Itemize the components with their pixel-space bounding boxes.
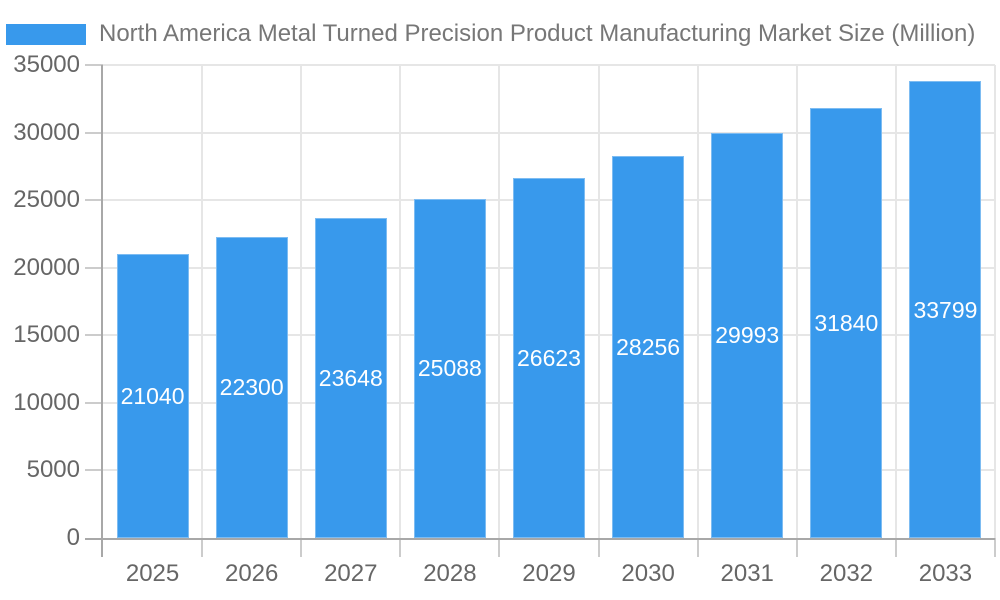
x-tick xyxy=(795,538,798,557)
x-tick xyxy=(300,538,303,557)
bar-value-label: 31840 xyxy=(814,309,879,336)
x-tick-label: 2030 xyxy=(621,560,675,587)
bar[interactable]: 22300 xyxy=(215,236,288,538)
x-tick-label: 2027 xyxy=(324,560,378,587)
x-tick-label: 2032 xyxy=(819,560,874,587)
x-grid-line xyxy=(994,65,996,538)
y-tick xyxy=(85,131,103,134)
bar[interactable]: 31840 xyxy=(810,107,883,538)
x-tick xyxy=(201,538,204,557)
x-tick-label: 2025 xyxy=(125,560,180,587)
x-tick xyxy=(399,538,402,557)
bar[interactable]: 29993 xyxy=(711,132,784,538)
x-grid-line xyxy=(894,65,897,538)
x-tick-label: 2033 xyxy=(918,560,973,587)
y-tick xyxy=(85,266,103,269)
y-tick xyxy=(85,401,103,404)
y-tick xyxy=(85,334,103,337)
y-tick-label: 10000 xyxy=(13,388,80,416)
y-tick-label: 15000 xyxy=(13,321,80,349)
x-tick-label: 2028 xyxy=(423,560,477,587)
y-tick-label: 0 xyxy=(66,524,80,551)
y-tick-label: 30000 xyxy=(13,118,80,146)
x-tick xyxy=(696,538,699,557)
x-tick xyxy=(994,538,996,557)
y-grid-line xyxy=(103,131,995,134)
legend-swatch xyxy=(6,23,86,45)
bar-value-label: 28256 xyxy=(616,334,681,361)
y-tick xyxy=(85,64,103,66)
x-grid-line xyxy=(201,65,204,538)
bar[interactable]: 28256 xyxy=(612,156,685,538)
bar[interactable]: 23648 xyxy=(314,218,387,538)
x-tick xyxy=(597,538,600,557)
x-axis-line xyxy=(85,538,995,540)
bar[interactable]: 33799 xyxy=(909,81,982,538)
bar[interactable]: 25088 xyxy=(413,198,486,538)
bar-value-label: 25088 xyxy=(417,355,482,382)
bar-value-label: 26623 xyxy=(517,345,581,372)
x-grid-line xyxy=(696,65,699,538)
bar-value-label: 21040 xyxy=(120,382,185,409)
bar-value-label: 29993 xyxy=(715,322,780,349)
y-tick xyxy=(85,469,103,472)
bar[interactable]: 26623 xyxy=(513,178,585,538)
legend-label: North America Metal Turned Precision Pro… xyxy=(99,20,976,47)
x-tick-label: 2026 xyxy=(224,560,279,587)
x-tick xyxy=(894,538,897,557)
legend[interactable]: North America Metal Turned Precision Pro… xyxy=(6,20,975,48)
x-grid-line xyxy=(300,65,303,538)
x-grid-line xyxy=(498,65,501,538)
bar-value-label: 33799 xyxy=(913,296,978,323)
x-grid-line xyxy=(795,65,798,538)
bar[interactable]: 21040 xyxy=(116,253,189,538)
x-tick xyxy=(498,538,501,557)
y-tick-label: 35000 xyxy=(13,51,80,78)
y-tick-label: 5000 xyxy=(26,456,80,484)
y-grid-line xyxy=(103,64,995,66)
y-tick-label: 20000 xyxy=(13,253,80,281)
y-tick-label: 25000 xyxy=(13,186,80,214)
y-tick xyxy=(85,199,103,202)
y-axis-line xyxy=(101,65,103,557)
x-tick-label: 2029 xyxy=(522,560,576,587)
x-grid-line xyxy=(597,65,600,538)
bar-value-label: 22300 xyxy=(219,374,284,401)
x-grid-line xyxy=(399,65,402,538)
x-tick-label: 2031 xyxy=(720,560,774,587)
bar-value-label: 23648 xyxy=(318,365,383,392)
